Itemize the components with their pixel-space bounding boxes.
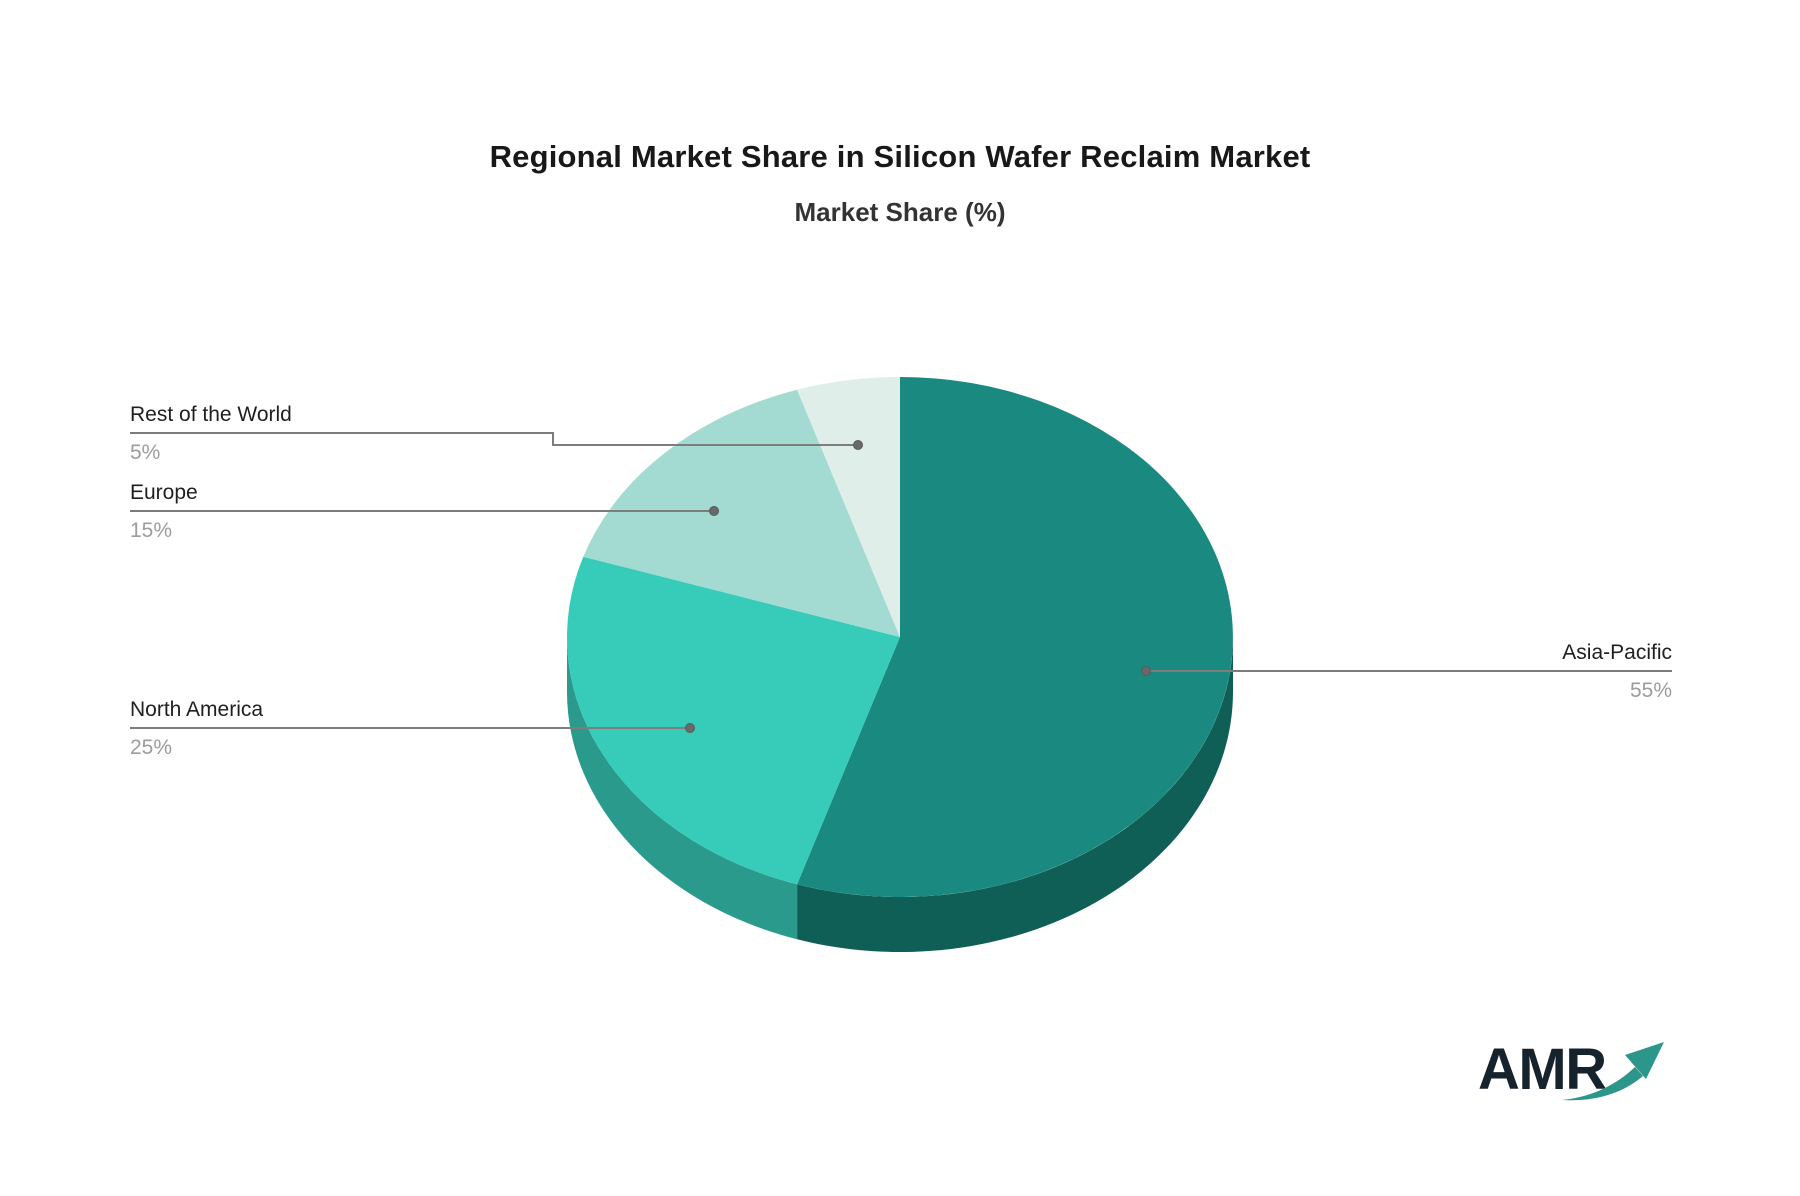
pie-slice-north-america[interactable] xyxy=(567,556,900,885)
connector-dot-europe xyxy=(709,506,719,516)
pie-slice-rest-of-the-world[interactable] xyxy=(797,376,900,637)
pie-slice-asia-pacific[interactable] xyxy=(797,377,1233,897)
label-name-rest-of-the-world: Rest of the World xyxy=(130,403,292,426)
label-name-north-america: North America xyxy=(130,698,264,721)
chart-title: Regional Market Share in Silicon Wafer R… xyxy=(489,139,1311,174)
data-label-north-america: North America 25% xyxy=(130,697,263,760)
connector-dot-asia-pacific xyxy=(1141,666,1151,676)
label-value-europe: 15% xyxy=(130,519,173,542)
amr-logo: AMR xyxy=(1478,1030,1698,1120)
pie-slice-north-america-side xyxy=(567,637,798,940)
connector-dot-rest-of-the-world xyxy=(853,440,863,450)
label-value-rest-of-the-world: 5% xyxy=(130,441,161,464)
amr-logo-arrow-icon xyxy=(1562,1042,1664,1101)
label-name-asia-pacific: Asia-Pacific xyxy=(1562,641,1672,664)
label-value-north-america: 25% xyxy=(130,736,173,759)
connector-dot-north-america xyxy=(685,723,695,733)
label-value-asia-pacific: 55% xyxy=(1629,679,1672,702)
connector-line-rest-of-the-world xyxy=(130,432,858,446)
data-label-rest-of-the-world: Rest of the World 5% xyxy=(130,402,292,465)
label-name-europe: Europe xyxy=(130,481,198,504)
pie-slice-asia-pacific-side xyxy=(797,637,1233,953)
data-label-europe: Europe 15% xyxy=(130,480,198,543)
amr-logo-text: AMR xyxy=(1478,1037,1607,1102)
data-label-asia-pacific: Asia-Pacific 55% xyxy=(1252,640,1672,703)
chart-subtitle: Market Share (%) xyxy=(794,197,1006,227)
pie-slice-europe[interactable] xyxy=(583,389,900,637)
